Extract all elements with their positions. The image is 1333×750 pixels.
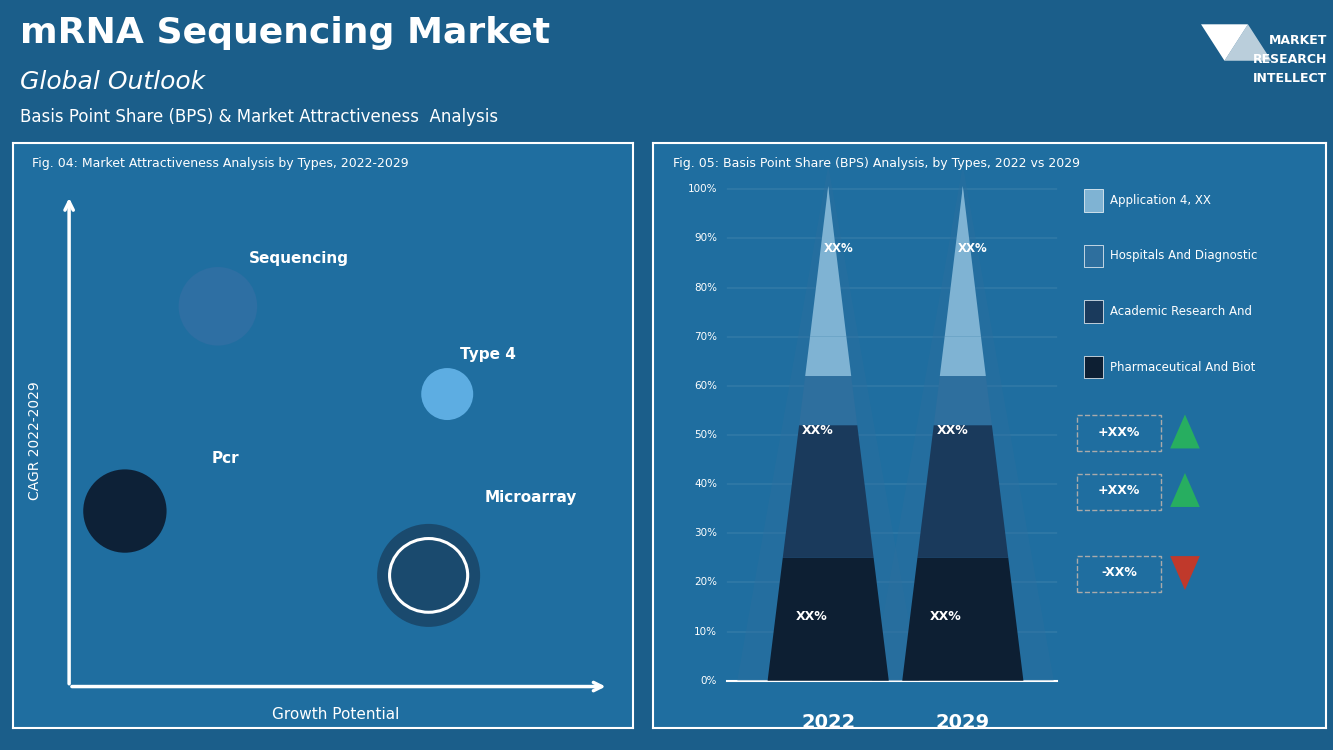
Text: Growth Potential: Growth Potential	[272, 706, 400, 722]
Text: 70%: 70%	[694, 332, 717, 342]
Polygon shape	[945, 187, 981, 337]
Text: Microarray: Microarray	[484, 490, 577, 505]
FancyBboxPatch shape	[1084, 356, 1102, 378]
Text: 80%: 80%	[694, 283, 717, 292]
Text: mRNA Sequencing Market: mRNA Sequencing Market	[20, 16, 551, 50]
Polygon shape	[933, 376, 992, 425]
Polygon shape	[1201, 24, 1248, 61]
Text: 2029: 2029	[936, 712, 990, 732]
FancyBboxPatch shape	[1084, 244, 1102, 267]
Polygon shape	[1170, 473, 1200, 507]
Text: XX%: XX%	[824, 242, 853, 255]
Point	[437, 388, 459, 400]
Polygon shape	[782, 425, 873, 558]
Text: 0%: 0%	[701, 676, 717, 686]
Polygon shape	[958, 186, 966, 248]
Point	[207, 300, 228, 312]
Polygon shape	[1170, 415, 1200, 448]
Text: Pharmaceutical And Biot: Pharmaceutical And Biot	[1109, 361, 1254, 374]
Polygon shape	[902, 558, 1024, 681]
Text: Global Outlook: Global Outlook	[20, 70, 205, 94]
Text: CAGR 2022-2029: CAGR 2022-2029	[28, 382, 43, 500]
Text: Type 4: Type 4	[460, 347, 516, 362]
Text: 30%: 30%	[694, 528, 717, 538]
Polygon shape	[737, 166, 918, 681]
Text: Basis Point Share (BPS) & Market Attractiveness  Analysis: Basis Point Share (BPS) & Market Attract…	[20, 108, 499, 126]
Polygon shape	[1170, 556, 1200, 590]
Text: 40%: 40%	[694, 479, 717, 489]
Text: 100%: 100%	[688, 184, 717, 194]
Text: MARKET
RESEARCH
INTELLECT: MARKET RESEARCH INTELLECT	[1253, 34, 1328, 85]
FancyBboxPatch shape	[1084, 189, 1102, 211]
Text: XX%: XX%	[796, 610, 828, 623]
Point	[419, 569, 440, 581]
Polygon shape	[768, 558, 889, 681]
Text: Fig. 05: Basis Point Share (BPS) Analysis, by Types, 2022 vs 2029: Fig. 05: Basis Point Share (BPS) Analysi…	[673, 158, 1080, 170]
Text: Application 4, XX: Application 4, XX	[1109, 194, 1210, 207]
Polygon shape	[810, 187, 846, 337]
Text: Pcr: Pcr	[212, 451, 240, 466]
Text: 90%: 90%	[694, 233, 717, 244]
Polygon shape	[1225, 24, 1272, 61]
Text: Hospitals And Diagnostic: Hospitals And Diagnostic	[1109, 250, 1257, 262]
Text: Fig. 04: Market Attractiveness Analysis by Types, 2022-2029: Fig. 04: Market Attractiveness Analysis …	[32, 158, 408, 170]
Text: -XX%: -XX%	[1101, 566, 1137, 579]
Polygon shape	[917, 425, 1008, 558]
Text: XX%: XX%	[958, 242, 988, 255]
Polygon shape	[805, 337, 852, 376]
Text: 10%: 10%	[694, 626, 717, 637]
Text: Sequencing: Sequencing	[249, 251, 349, 266]
Polygon shape	[798, 376, 857, 425]
Text: +XX%: +XX%	[1098, 425, 1140, 439]
Text: XX%: XX%	[930, 610, 962, 623]
Text: XX%: XX%	[802, 424, 834, 436]
Text: 2022: 2022	[801, 712, 856, 732]
Polygon shape	[940, 337, 986, 376]
Text: Academic Research And: Academic Research And	[1109, 305, 1252, 318]
FancyBboxPatch shape	[1084, 301, 1102, 322]
Polygon shape	[872, 166, 1053, 681]
Text: 50%: 50%	[694, 430, 717, 440]
Text: 60%: 60%	[694, 381, 717, 391]
Text: XX%: XX%	[937, 424, 969, 436]
Text: +XX%: +XX%	[1098, 484, 1140, 497]
Polygon shape	[824, 186, 832, 248]
Point	[115, 505, 136, 517]
Text: 20%: 20%	[694, 578, 717, 587]
